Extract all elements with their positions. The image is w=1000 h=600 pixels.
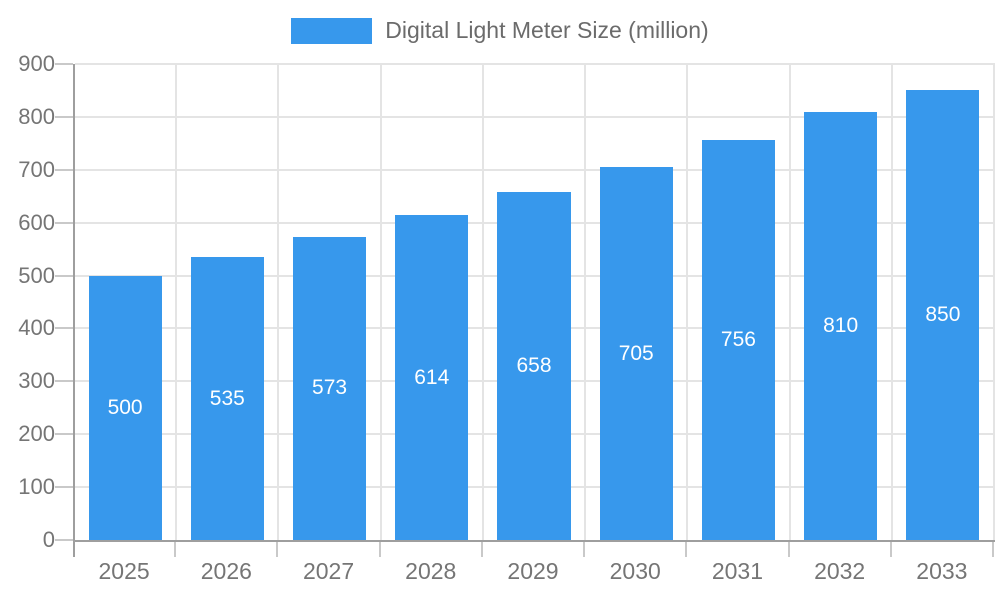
x-tick <box>583 542 586 557</box>
bar-value-label: 535 <box>209 386 245 410</box>
x-tick <box>378 542 381 557</box>
x-axis-label: 2026 <box>200 558 252 584</box>
y-axis-label: 700 <box>18 156 55 182</box>
bar: 850 <box>906 90 980 540</box>
x-gridline <box>175 64 178 540</box>
y-tick <box>55 168 73 171</box>
y-gridline <box>75 63 995 65</box>
x-axis-label: 2029 <box>507 558 559 584</box>
bar: 705 <box>599 167 673 540</box>
bar: 500 <box>88 275 162 540</box>
y-gridline <box>75 168 995 171</box>
x-gridline <box>481 64 484 540</box>
x-tick <box>276 542 279 557</box>
x-axis-label: 2027 <box>302 558 355 584</box>
x-gridline <box>890 64 893 540</box>
y-tick <box>55 380 73 383</box>
y-tick <box>55 486 73 489</box>
y-tick <box>55 274 73 277</box>
bar: 658 <box>497 192 571 540</box>
x-tick <box>685 542 688 557</box>
chart-legend[interactable]: Digital Light Meter Size (million) <box>0 17 1000 44</box>
y-axis-label: 200 <box>18 421 55 447</box>
y-axis-label: 100 <box>18 474 55 500</box>
y-axis-label: 500 <box>18 262 55 288</box>
bar-value-label: 614 <box>414 365 450 389</box>
bar-value-label: 850 <box>925 303 961 327</box>
x-tick <box>889 542 892 557</box>
y-axis-label: 0 <box>42 527 55 552</box>
x-tick <box>787 542 790 557</box>
bar-value-label: 705 <box>618 341 654 365</box>
legend-label: Digital Light Meter Size (million) <box>385 17 709 43</box>
x-tick <box>480 542 483 557</box>
y-tick <box>55 327 73 330</box>
bar-value-label: 756 <box>720 328 756 352</box>
bar: 614 <box>395 215 469 540</box>
x-axis-label: 2030 <box>609 558 661 584</box>
x-axis-label: 2025 <box>98 558 150 584</box>
x-gridline <box>993 64 995 540</box>
bar: 573 <box>293 236 367 540</box>
x-axis-label: 2031 <box>711 558 764 584</box>
bar-value-label: 500 <box>107 395 143 419</box>
y-gridline <box>75 115 995 118</box>
legend-swatch <box>291 17 373 44</box>
x-gridline <box>277 64 280 540</box>
y-tick <box>55 221 73 224</box>
y-tick <box>55 539 73 541</box>
y-axis-label: 300 <box>18 368 55 394</box>
x-axis-label: 2032 <box>814 558 866 584</box>
x-axis-label: 2033 <box>916 558 968 584</box>
y-axis-label: 400 <box>18 315 55 341</box>
y-tick <box>55 63 73 65</box>
bar-value-label: 810 <box>823 313 859 337</box>
bar-value-label: 658 <box>516 354 552 377</box>
plot-area: 500 535 573 614 658 705 756 810 850 <box>73 63 995 542</box>
x-gridline <box>379 64 382 540</box>
x-axis-label: 2028 <box>405 558 457 584</box>
bar: 756 <box>701 140 775 540</box>
bar: 810 <box>804 111 878 540</box>
x-gridline <box>788 64 791 540</box>
x-axis-origin-tick <box>73 542 75 557</box>
x-tick <box>174 542 177 557</box>
y-axis-label: 900 <box>18 51 55 76</box>
bar-value-label: 573 <box>312 376 348 400</box>
y-tick <box>55 115 73 118</box>
x-gridline <box>584 64 587 540</box>
bar: 535 <box>190 257 264 540</box>
y-tick <box>55 433 73 436</box>
x-gridline <box>686 64 689 540</box>
y-axis-label: 600 <box>18 209 55 235</box>
x-tick <box>992 542 994 557</box>
y-axis-label: 800 <box>18 103 55 129</box>
